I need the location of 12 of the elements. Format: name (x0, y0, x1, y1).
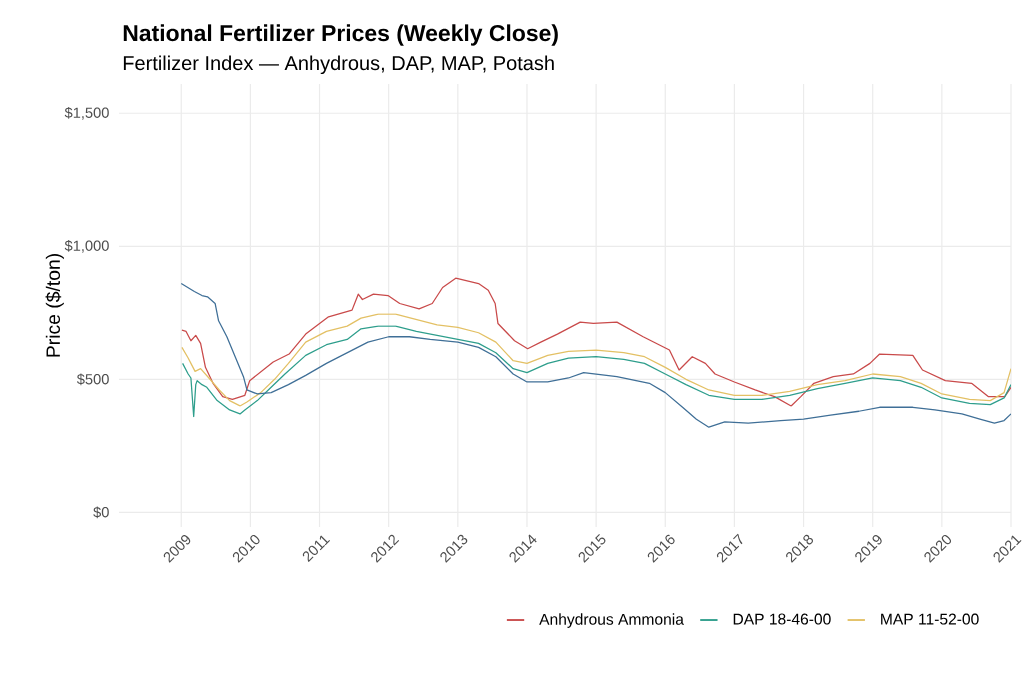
chart-title: National Fertilizer Prices (Weekly Close) (123, 24, 558, 46)
line-series (181, 325, 1012, 418)
y-axis-title: Price ($/ton) (45, 254, 64, 357)
y-tick-label: $500 (76, 373, 109, 386)
legend-label: Anhydrous Ammonia (539, 613, 684, 628)
legend-label: DAP 18-46-00 (733, 613, 831, 625)
y-tick-label: $1,500 (64, 106, 109, 120)
chart-subtitle: Fertilizer Index — Anhydrous, DAP, MAP, Potash (123, 55, 554, 75)
y-tick-label: $1,000 (64, 239, 109, 253)
y-tick-label: $0 (93, 506, 109, 519)
line-series (181, 277, 1012, 407)
legend-label: MAP 11-52-00 (881, 613, 979, 625)
